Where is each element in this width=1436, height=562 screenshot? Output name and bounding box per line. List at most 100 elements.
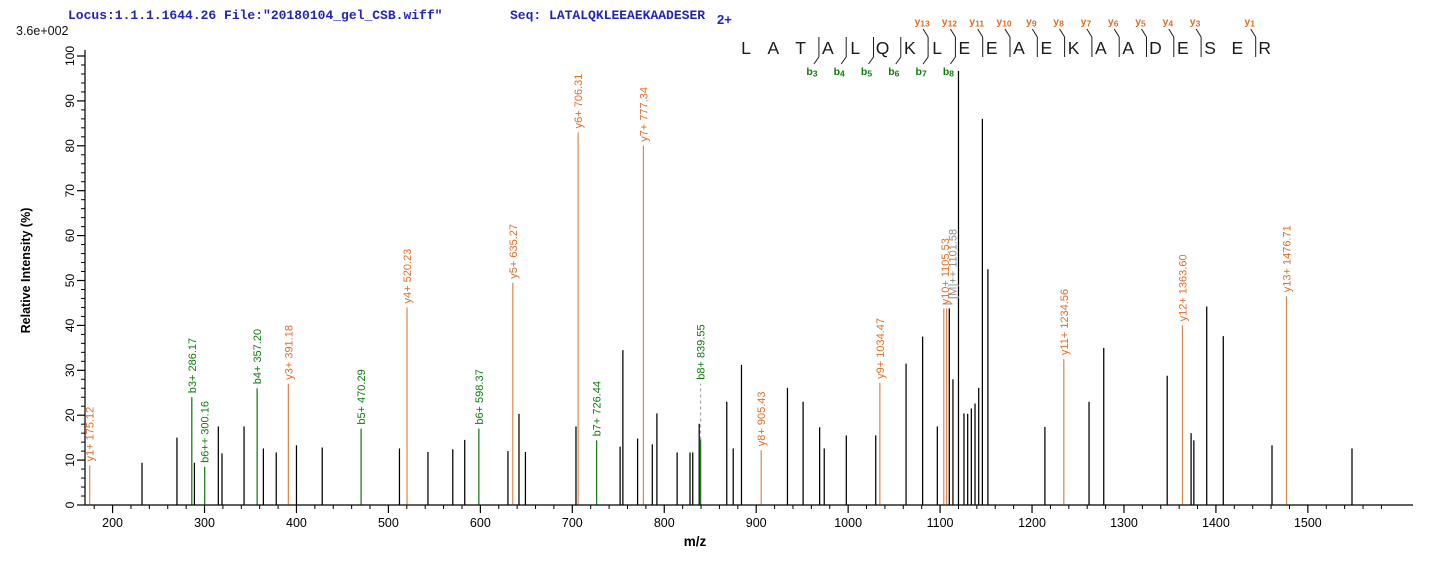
sequence-residue: E: [1040, 38, 1052, 58]
sequence-residue: K: [904, 38, 916, 58]
y-ion-diagonal: [922, 28, 929, 38]
peak-label-y: y9+ 1034.47: [875, 318, 887, 379]
y-tick-label: 70: [63, 184, 77, 198]
sequence-residue: R: [1258, 38, 1271, 58]
sequence-residue: S: [1204, 38, 1216, 58]
peak-label-y: y10+ 1105.53: [940, 238, 952, 304]
y-ion-diagonal: [949, 28, 956, 38]
x-tick-label: 300: [194, 516, 215, 530]
sequence-residue: E: [1232, 38, 1244, 58]
y-tick-label: 50: [63, 274, 77, 288]
y-ion-diagonal: [1059, 28, 1066, 38]
y-tick-label: 100: [63, 46, 77, 66]
y-ion-diagonal: [1031, 28, 1038, 38]
peak-label-y: y11+ 1234.56: [1059, 289, 1071, 355]
base-peak-intensity-label: 3.6e+002: [16, 24, 69, 38]
peak-label-b: b3+ 286.17: [187, 338, 199, 393]
y-ion-label: y11: [969, 16, 984, 29]
x-tick-label: 1500: [1294, 516, 1322, 530]
peak-label-y: y4+ 520.23: [402, 249, 414, 304]
peak-label-y: y7+ 777.34: [638, 87, 650, 142]
header-sequence: Seq: LATALQKLEEAEKAADESER: [510, 8, 705, 23]
peak-label-y: y1+ 175.12: [85, 407, 97, 462]
y-tick-label: 40: [63, 318, 77, 332]
sequence-residue: L: [850, 38, 860, 58]
b-ion-label: b7: [916, 66, 927, 79]
seq-label: Seq:: [510, 8, 542, 23]
seq-value: LATALQKLEEAEKAADESER: [549, 8, 706, 23]
b-ion-diagonal: [895, 56, 902, 65]
sequence-residue: L: [932, 38, 942, 58]
x-tick-label: 1400: [1202, 516, 1230, 530]
b-ion-label: b6: [888, 66, 899, 79]
y-ion-label: y10: [996, 16, 1012, 29]
sequence-residue: L: [741, 38, 751, 58]
b-ion-label: b8: [943, 66, 954, 79]
y-axis-title: Relative Intensity (%): [19, 208, 33, 334]
peak-label-y: y12+ 1363.60: [1177, 254, 1189, 321]
y-ion-diagonal: [977, 28, 984, 38]
b-ion-diagonal: [840, 56, 847, 65]
b-ion-label: b4: [834, 66, 845, 79]
header-locus-file: Locus:1.1.1.1644.26 File:"20180104_gel_C…: [68, 8, 443, 23]
y-tick-label: 90: [63, 94, 77, 108]
y-ion-label: y1: [1244, 16, 1255, 29]
y-ion-diagonal: [1168, 28, 1175, 38]
b-ion-diagonal: [868, 56, 874, 65]
y-ion-label: y8: [1053, 16, 1064, 29]
peak-label-b: b7+ 726.44: [592, 381, 604, 436]
y-tick-label: 60: [63, 229, 77, 243]
sequence-residue: E: [986, 38, 998, 58]
sequence-residue: E: [959, 38, 971, 58]
y-ion-diagonal: [1004, 28, 1011, 38]
y-ion-label: y5: [1135, 16, 1146, 29]
sequence-residue: A: [1095, 38, 1107, 58]
sequence-residue: E: [1177, 38, 1189, 58]
sequence-residue: K: [1068, 38, 1080, 58]
y-tick-label: 20: [63, 408, 77, 422]
precursor-charge-label: 2+: [717, 12, 732, 27]
peak-label-y: y13+ 1476.71: [1281, 225, 1293, 292]
y-ion-diagonal: [1195, 28, 1202, 38]
peak-label-y: y6+ 706.31: [573, 74, 585, 129]
y-ion-label: y3: [1190, 16, 1201, 29]
x-axis-title: m/z: [684, 534, 707, 549]
y-tick-label: 10: [63, 453, 77, 467]
y-tick-label: 30: [63, 363, 77, 377]
peak-label-b: b6+ 598.37: [474, 369, 486, 424]
sequence-residue: T: [795, 38, 806, 58]
x-tick-label: 600: [470, 516, 491, 530]
y-ion-label: y9: [1026, 16, 1037, 29]
sequence-residue: D: [1149, 38, 1162, 58]
y-ion-diagonal: [1113, 28, 1120, 38]
peak-label-b: b8+ 839.55: [696, 324, 708, 379]
y-ion-diagonal: [1250, 28, 1257, 38]
sequence-residue: A: [822, 38, 834, 58]
x-tick-label: 500: [378, 516, 399, 530]
b-ion-diagonal: [949, 56, 956, 65]
peak-label-y: y3+ 391.18: [283, 325, 295, 380]
x-tick-label: 800: [654, 516, 675, 530]
y-ion-diagonal: [1086, 28, 1093, 38]
x-tick-label: 700: [562, 516, 583, 530]
b-ion-diagonal: [813, 56, 820, 65]
sequence-residue: A: [1122, 38, 1134, 58]
x-tick-label: 400: [286, 516, 307, 530]
peak-label-y: y5+ 635.27: [508, 224, 520, 279]
y-ion-label: y7: [1081, 16, 1092, 29]
x-tick-label: 1300: [1110, 516, 1138, 530]
peak-label-b: b4+ 357.20: [252, 329, 264, 384]
y-ion-label: y4: [1163, 16, 1174, 29]
peak-label-b: b6++ 300.16: [200, 401, 212, 463]
b-ion-label: b5: [861, 66, 872, 79]
peak-label-precursor: [M]++ 1101.58: [947, 229, 959, 299]
b-ion-diagonal: [922, 56, 929, 65]
y-ion-diagonal: [1141, 28, 1147, 38]
y-tick-label: 0: [63, 501, 77, 508]
peak-label-b: b5+ 470.29: [356, 369, 368, 424]
y-ion-label: y13: [914, 16, 930, 29]
sequence-residue: Q: [876, 38, 890, 58]
sequence-residue: A: [767, 38, 779, 58]
